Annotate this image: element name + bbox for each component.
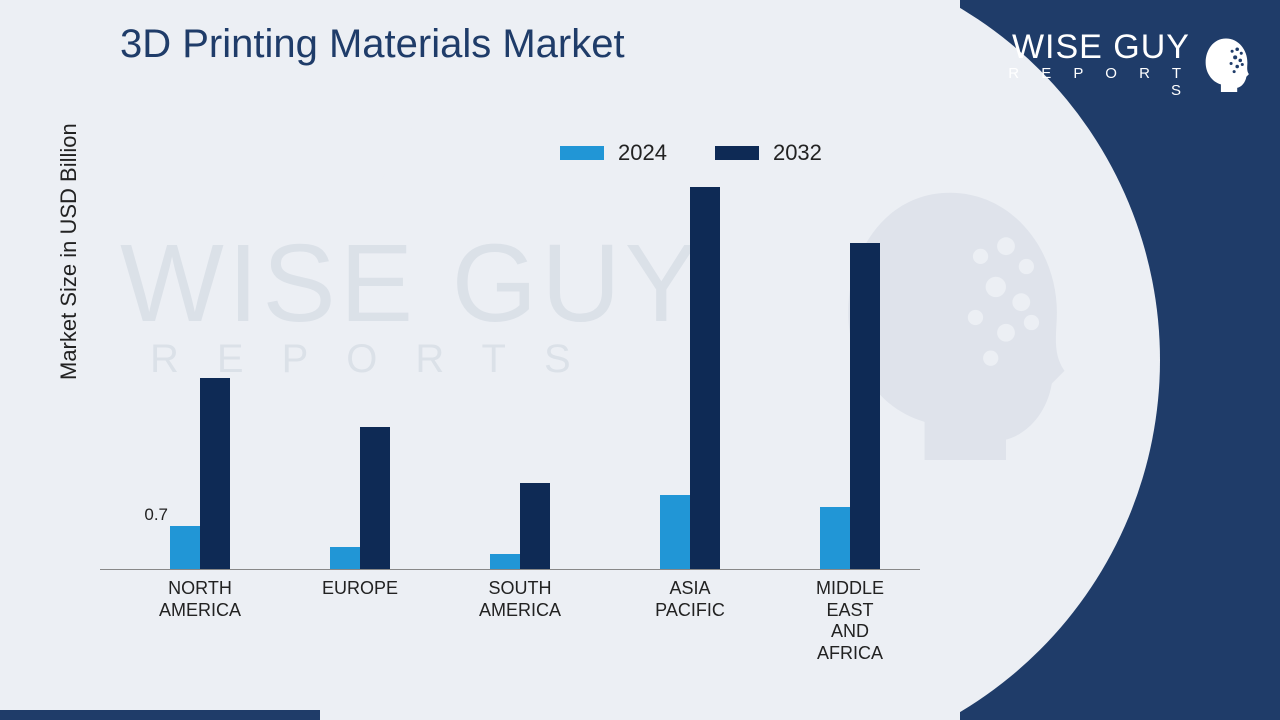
bar bbox=[490, 554, 520, 569]
logo-head-icon bbox=[1198, 36, 1254, 92]
bar bbox=[360, 427, 390, 569]
canvas: WISE GUY REPORTS 3D Printing Materials M… bbox=[0, 0, 1280, 720]
bar bbox=[660, 495, 690, 569]
bar bbox=[200, 378, 230, 569]
bar bbox=[170, 526, 200, 569]
x-category-label: NORTHAMERICA bbox=[130, 578, 270, 621]
bottom-accent-bar bbox=[0, 710, 320, 720]
legend-label-2032: 2032 bbox=[773, 140, 822, 166]
bar bbox=[520, 483, 550, 569]
legend: 2024 2032 bbox=[560, 140, 822, 166]
bar-chart: 0.7 bbox=[100, 170, 920, 570]
plot-area: 0.7 bbox=[100, 170, 920, 570]
bar bbox=[820, 507, 850, 569]
x-category-label: EUROPE bbox=[290, 578, 430, 600]
bar bbox=[330, 547, 360, 569]
bar bbox=[850, 243, 880, 569]
x-category-label: ASIAPACIFIC bbox=[620, 578, 760, 621]
legend-item-2024: 2024 bbox=[560, 140, 667, 166]
legend-item-2032: 2032 bbox=[715, 140, 822, 166]
logo-sub-text: R E P O R T S bbox=[988, 65, 1190, 99]
legend-label-2024: 2024 bbox=[618, 140, 667, 166]
bar-value-label: 0.7 bbox=[128, 505, 168, 525]
x-category-label: SOUTHAMERICA bbox=[450, 578, 590, 621]
legend-swatch-2032 bbox=[715, 146, 759, 160]
brand-logo: WISE GUY R E P O R T S bbox=[988, 28, 1248, 99]
bar bbox=[690, 187, 720, 569]
x-category-label: MIDDLEEASTANDAFRICA bbox=[780, 578, 920, 664]
x-axis-line bbox=[100, 569, 920, 570]
legend-swatch-2024 bbox=[560, 146, 604, 160]
chart-title: 3D Printing Materials Market bbox=[120, 22, 625, 67]
y-axis-label: Market Size in USD Billion bbox=[56, 123, 82, 380]
logo-main-text: WISE GUY bbox=[988, 28, 1190, 67]
